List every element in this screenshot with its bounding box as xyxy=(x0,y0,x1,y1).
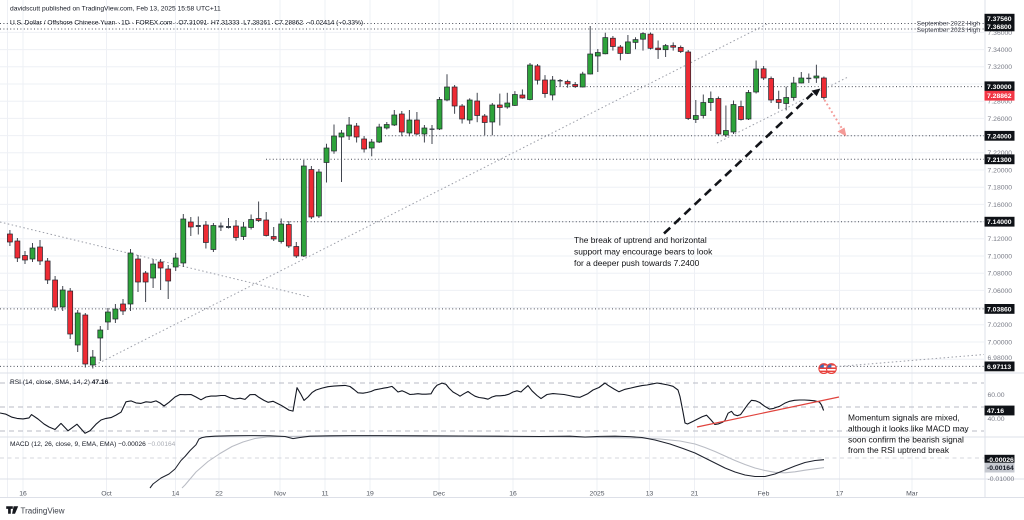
svg-text:September 2023 High: September 2023 High xyxy=(917,27,981,34)
svg-text:47.16: 47.16 xyxy=(987,408,1004,415)
svg-text:7.37560: 7.37560 xyxy=(987,16,1012,23)
svg-text:7.36800: 7.36800 xyxy=(987,24,1012,31)
svg-text:TradingView: TradingView xyxy=(21,506,65,515)
svg-text:MACD (12, 26, close, 9, EMA, E: MACD (12, 26, close, 9, EMA, EMA) −0.000… xyxy=(10,441,176,448)
svg-text:Feb: Feb xyxy=(758,491,770,498)
svg-text:21: 21 xyxy=(691,491,699,498)
svg-text:Oct: Oct xyxy=(101,491,112,498)
svg-text:7.24000: 7.24000 xyxy=(987,133,1012,140)
svg-text:7.18000: 7.18000 xyxy=(988,185,1013,192)
svg-text:7.10000: 7.10000 xyxy=(988,253,1013,260)
svg-text:17: 17 xyxy=(836,491,844,498)
svg-text:7.28862: 7.28862 xyxy=(987,93,1012,100)
svg-text:The break of uptrend and horiz: The break of uptrend and horizontal suppo… xyxy=(574,235,713,268)
svg-text:7.00000: 7.00000 xyxy=(988,339,1013,346)
svg-text:7.22000: 7.22000 xyxy=(988,150,1013,157)
svg-text:7.28000: 7.28000 xyxy=(988,99,1013,106)
svg-text:7.02000: 7.02000 xyxy=(988,322,1013,329)
svg-text:13: 13 xyxy=(646,491,654,498)
svg-text:RSI (14, close, SMA, 14, 2) 47: RSI (14, close, SMA, 14, 2) 47.16 xyxy=(10,379,109,386)
svg-text:11: 11 xyxy=(321,491,328,498)
svg-text:7.08000: 7.08000 xyxy=(988,271,1013,278)
svg-text:2025: 2025 xyxy=(589,491,604,498)
svg-text:7.30000: 7.30000 xyxy=(987,84,1012,91)
svg-text:September 2022 High: September 2022 High xyxy=(917,21,981,28)
svg-text:Momentum signals are mixed,alt: Momentum signals are mixed, although it l… xyxy=(848,413,969,456)
svg-text:davidscutt published on Tradin: davidscutt published on TradingView.com,… xyxy=(10,6,221,13)
svg-text:U.S. Dollar / Offshore Chinese: U.S. Dollar / Offshore Chinese Yuan · 1D… xyxy=(10,19,363,26)
svg-text:7.34000: 7.34000 xyxy=(988,47,1013,54)
svg-text:7.32000: 7.32000 xyxy=(988,64,1013,71)
svg-text:7.12000: 7.12000 xyxy=(988,236,1013,243)
svg-text:-0.01000: -0.01000 xyxy=(988,476,1015,483)
svg-text:7.03860: 7.03860 xyxy=(987,306,1012,313)
svg-text:7.06000: 7.06000 xyxy=(988,288,1013,295)
svg-text:7.14000: 7.14000 xyxy=(987,219,1012,226)
svg-text:Mar: Mar xyxy=(906,491,918,498)
svg-text:7.21300: 7.21300 xyxy=(987,157,1012,164)
svg-text:7.20000: 7.20000 xyxy=(988,167,1013,174)
svg-text:14: 14 xyxy=(172,491,180,498)
svg-text:7.26000: 7.26000 xyxy=(988,116,1013,123)
svg-text:19: 19 xyxy=(366,491,374,498)
svg-text:40.00: 40.00 xyxy=(988,416,1005,423)
svg-text:7.36000: 7.36000 xyxy=(988,30,1013,37)
svg-text:6.97113: 6.97113 xyxy=(987,364,1011,371)
svg-text:60.00: 60.00 xyxy=(988,392,1005,399)
svg-text:16: 16 xyxy=(509,491,517,498)
svg-text:22: 22 xyxy=(215,491,223,498)
svg-text:16: 16 xyxy=(19,491,27,498)
svg-text:-0.00164: -0.00164 xyxy=(987,465,1014,472)
svg-text:-0.00026: -0.00026 xyxy=(987,457,1014,464)
svg-text:Nov: Nov xyxy=(274,491,287,498)
svg-text:6.98000: 6.98000 xyxy=(988,355,1013,362)
svg-text:Dec: Dec xyxy=(433,491,446,498)
svg-text:7.16000: 7.16000 xyxy=(988,202,1013,209)
